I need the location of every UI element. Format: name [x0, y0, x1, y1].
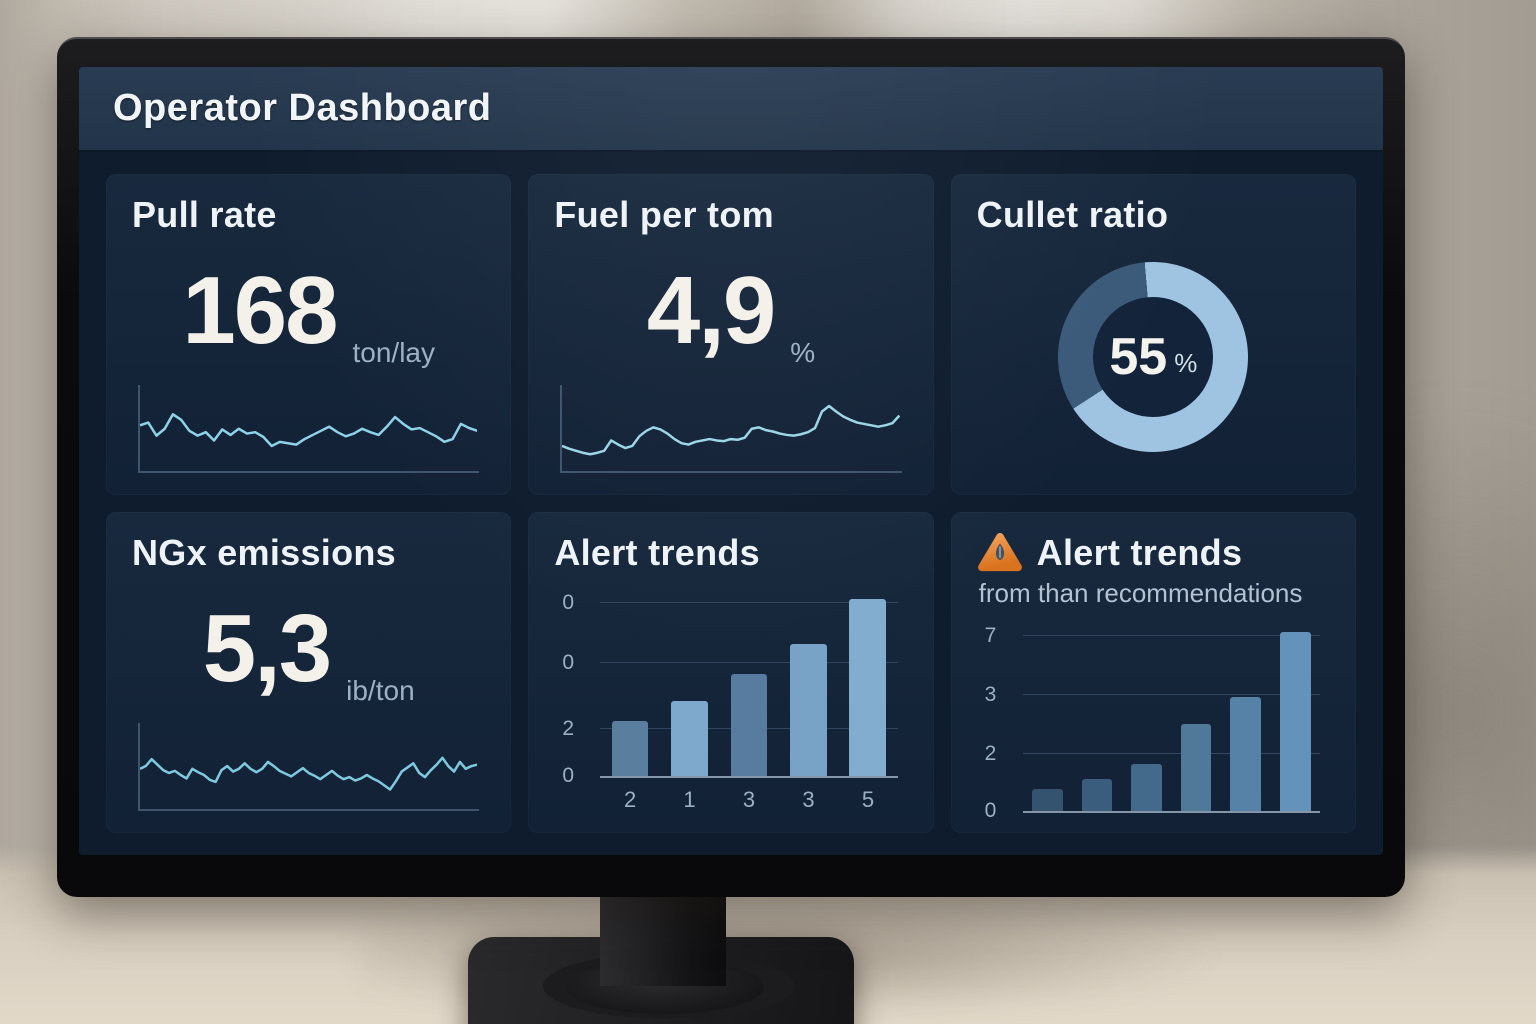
pull-rate-kpi: 168 ton/lay	[132, 236, 485, 385]
page-title: Operator Dashboard	[113, 87, 492, 129]
cullet-ratio-donut-zone: 55 %	[977, 236, 1330, 477]
pull-rate-unit: ton/lay	[352, 337, 436, 368]
y-tick-label: 7	[984, 623, 997, 647]
bar	[1279, 631, 1311, 811]
bar	[1032, 788, 1063, 811]
card-title-pull-rate: Pull rate	[132, 194, 277, 235]
bar	[1081, 778, 1113, 811]
donut-center: 55 %	[1093, 296, 1214, 417]
x-tick-label: 1	[683, 787, 696, 812]
y-tick-label: 2	[984, 741, 997, 765]
card-ngx-emissions: NGx emissions 5,3 ib/ton	[106, 512, 512, 833]
bar	[849, 599, 887, 776]
card-pull-rate: Pull rate 168 ton/lay	[106, 174, 512, 495]
card-cullet-ratio: Cullet ratio 55 %	[950, 174, 1356, 495]
y-tick-label: 0	[562, 650, 575, 674]
card-title-cullet-ratio: Cullet ratio	[976, 194, 1169, 235]
fuel-per-ton-unit: %	[790, 337, 816, 368]
fuel-per-ton-value: 4,9	[646, 256, 776, 364]
pull-rate-sparkline	[138, 385, 480, 473]
card-title-fuel-per-ton: Fuel per tom	[554, 194, 774, 235]
cullet-ratio-unit: %	[1174, 348, 1198, 378]
alert-trends-bar-chart: 0 2 0 0 2 1 3 3 5	[562, 591, 898, 813]
fuel-per-ton-sparkline	[560, 385, 902, 473]
monitor-bezel: Operator Dashboard Pull rate 168 ton/lay	[57, 37, 1405, 897]
warning-triangle-icon	[977, 532, 1023, 574]
dashboard-header: Operator Dashboard	[79, 67, 1383, 152]
y-tick-label: 0	[984, 799, 997, 822]
y-tick-label: 0	[562, 591, 575, 615]
ngx-emissions-value: 5,3	[202, 594, 332, 702]
fuel-per-ton-kpi: 4,9 %	[554, 236, 907, 385]
ngx-emissions-unit: ib/ton	[346, 675, 415, 706]
bar	[1230, 696, 1261, 811]
card-alert-trends: Alert trends 0 2 0 0 2 1 3 3 5	[528, 512, 934, 833]
cullet-ratio-value: 55	[1109, 327, 1168, 386]
card-head-alert-trends-2: Alert trends	[977, 532, 1330, 574]
bar	[671, 701, 708, 776]
bar	[611, 721, 649, 776]
cullet-ratio-donut-chart: 55 %	[1058, 261, 1249, 452]
y-tick-label: 0	[562, 764, 575, 787]
card-title-alert-trends-2: Alert trends	[1036, 532, 1243, 573]
bar-plot: 0 2 3 7	[985, 624, 1320, 822]
bar	[789, 644, 827, 776]
ngx-emissions-kpi: 5,3 ib/ton	[132, 574, 485, 723]
card-alert-trends-2: Alert trends from than recommendations 0…	[950, 512, 1356, 833]
bar-plot: 0 2 0 0	[562, 591, 898, 787]
monitor-stand-column	[600, 890, 726, 986]
x-tick-label: 3	[802, 787, 815, 812]
y-tick-label: 3	[984, 682, 997, 706]
card-fuel-per-ton: Fuel per tom 4,9 %	[528, 174, 934, 495]
bar	[1180, 723, 1212, 811]
x-axis-labels: 2 1 3 3 5	[600, 778, 897, 813]
card-title-ngx-emissions: NGx emissions	[132, 532, 397, 573]
alert-trends-2-bar-chart: 0 2 3 7	[985, 624, 1320, 822]
bar	[1131, 763, 1162, 811]
pull-rate-value: 168	[182, 256, 338, 364]
x-tick-label: 2	[623, 787, 637, 812]
card-title-alert-trends: Alert trends	[554, 532, 760, 573]
card-subtitle-alert-trends-2: from than recommendations	[978, 578, 1303, 608]
x-tick-label: 3	[742, 787, 756, 812]
dashboard-grid: Pull rate 168 ton/lay Fuel per tom 4,9 %	[79, 152, 1383, 855]
bar	[730, 674, 768, 776]
y-tick-label: 2	[562, 716, 575, 740]
ngx-emissions-sparkline	[138, 723, 480, 811]
x-tick-label: 5	[861, 787, 875, 812]
dashboard-screen: Operator Dashboard Pull rate 168 ton/lay	[79, 67, 1383, 855]
